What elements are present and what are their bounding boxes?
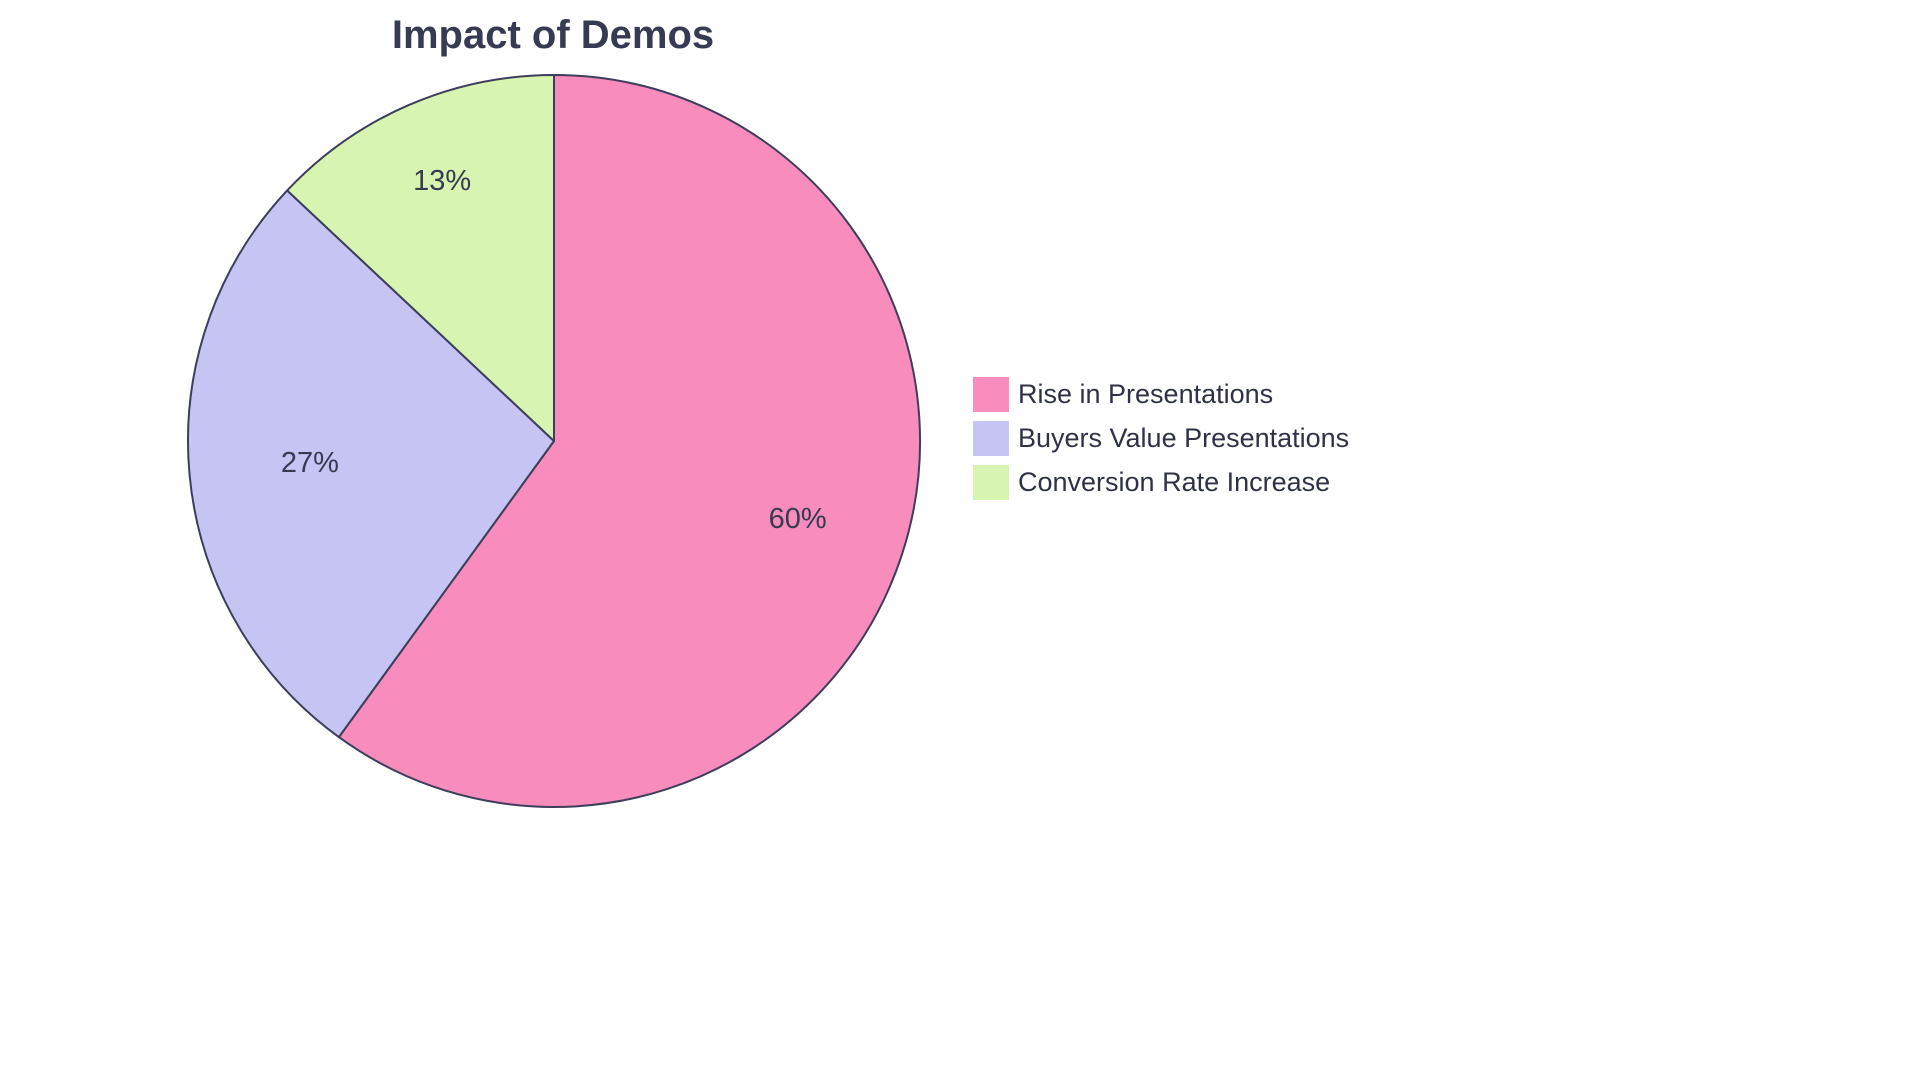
legend-swatch-icon [973,420,1009,456]
legend-label: Rise in Presentations [1018,378,1274,409]
legend-swatch-icon [973,464,1009,500]
legend-label: Buyers Value Presentations [1018,422,1350,453]
legend: Rise in Presentations Buyers Value Presen… [973,372,1349,504]
legend-item-1[interactable]: Buyers Value Presentations [973,416,1349,460]
legend-swatch-icon [973,376,1009,412]
legend-item-2[interactable]: Conversion Rate Increase [973,460,1349,504]
slice-value-label-2: 13% [413,165,471,197]
pie-slice-0[interactable] [337,74,921,808]
pie-slice-labels-group: 60% 27% 13% [281,165,827,535]
chart-title: Impact of Demos [392,13,714,57]
pie-slice-2[interactable] [286,74,555,442]
legend-item-0[interactable]: Rise in Presentations [973,372,1349,416]
slice-value-label-0: 60% [769,503,827,535]
pie-slices-group [187,74,921,808]
pie-slice-1[interactable] [187,189,555,739]
slice-value-label-1: 27% [281,447,339,479]
legend-label: Conversion Rate Increase [1018,466,1331,497]
